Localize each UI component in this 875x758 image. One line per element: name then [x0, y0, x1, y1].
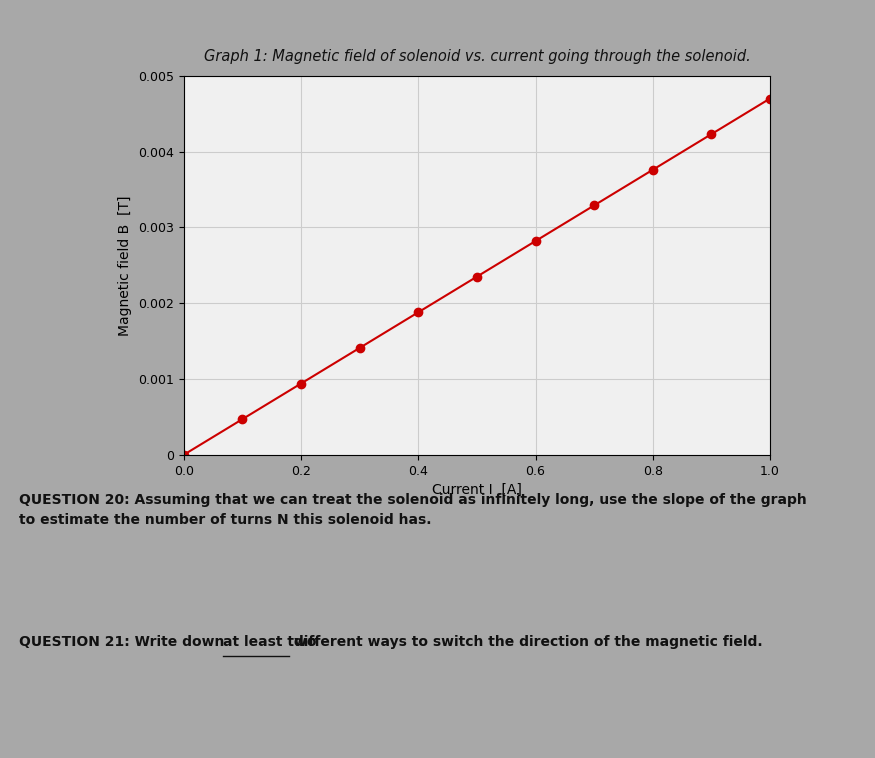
Y-axis label: Magnetic field B  [T]: Magnetic field B [T] [118, 195, 132, 336]
Text: different ways to switch the direction of the magnetic field.: different ways to switch the direction o… [289, 635, 762, 649]
Text: QUESTION 21: Write down: QUESTION 21: Write down [19, 635, 229, 649]
Text: Graph 1: Magnetic field of solenoid vs. current going through the solenoid.: Graph 1: Magnetic field of solenoid vs. … [204, 49, 750, 64]
X-axis label: Current I  [A]: Current I [A] [432, 483, 522, 497]
Text: to estimate the number of turns N this solenoid has.: to estimate the number of turns N this s… [19, 513, 431, 527]
Text: at least two: at least two [223, 635, 317, 649]
Text: QUESTION 20: Assuming that we can treat the solenoid as infinitely long, use the: QUESTION 20: Assuming that we can treat … [19, 493, 807, 506]
